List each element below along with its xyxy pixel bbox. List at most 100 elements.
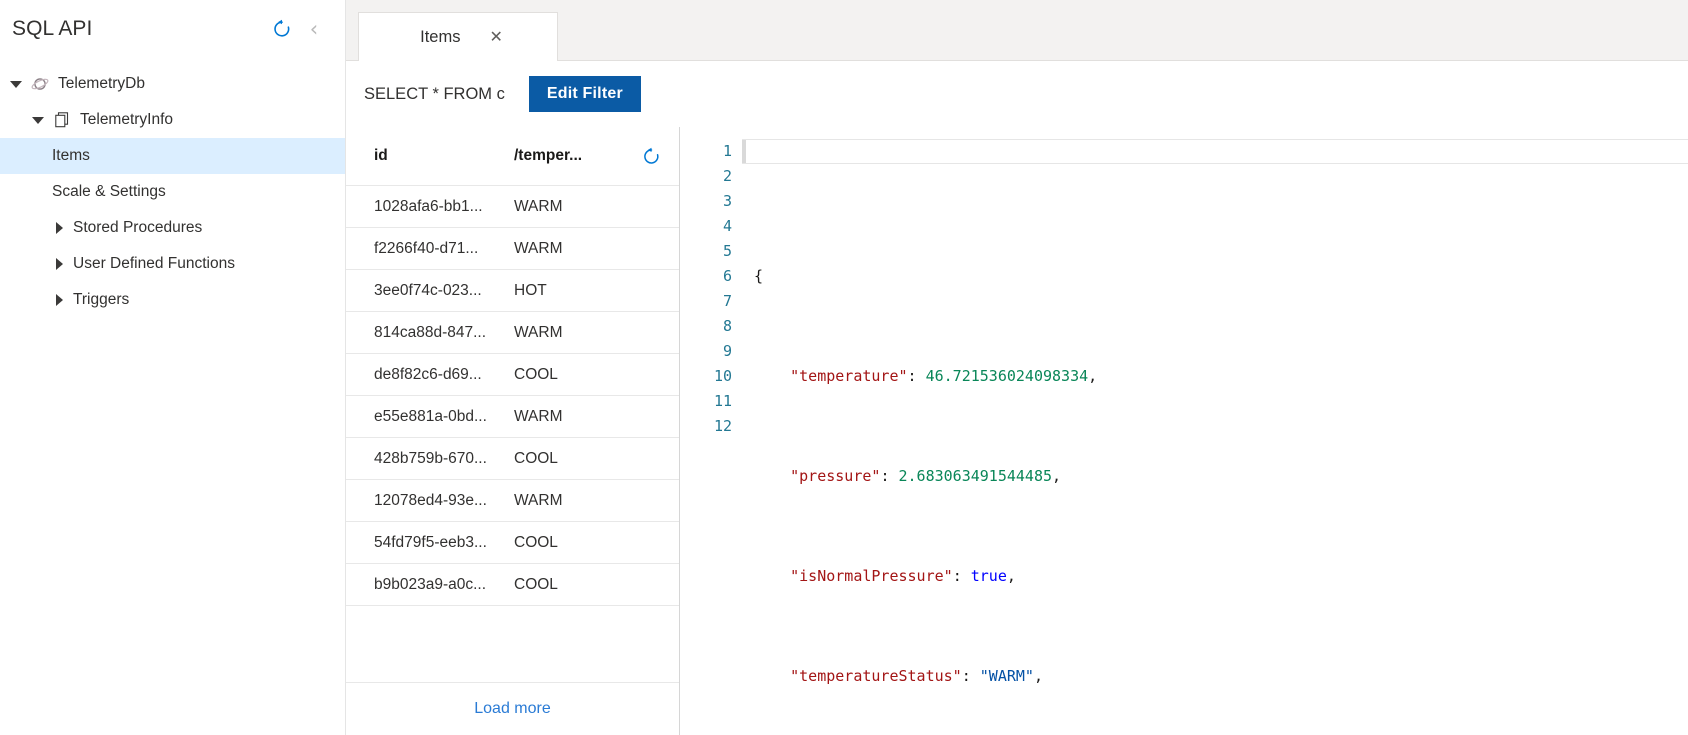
json-key: "pressure" <box>790 467 881 485</box>
line-number: 5 <box>722 242 732 260</box>
cell-partition-key: COOL <box>514 533 558 551</box>
edit-filter-button[interactable]: Edit Filter <box>528 76 641 112</box>
sidebar-item-triggers[interactable]: Triggers <box>0 282 345 318</box>
load-more-bar: Load more <box>346 682 679 735</box>
line-number: 8 <box>722 317 732 335</box>
cell-partition-key: WARM <box>514 491 563 509</box>
tree-item-label: Stored Procedures <box>73 219 203 236</box>
table-row[interactable]: de8f82c6-d69... COOL <box>346 353 679 395</box>
tree-item-container[interactable]: TelemetryInfo <box>0 102 345 138</box>
cell-id: 12078ed4-93e... <box>374 491 487 509</box>
colon: : <box>961 667 971 685</box>
chevron-left-icon: ‹ <box>309 16 319 41</box>
chevron-right-icon[interactable] <box>52 220 68 236</box>
close-icon[interactable]: ✕ <box>489 27 503 46</box>
sidebar-item-items[interactable]: Items <box>0 138 345 174</box>
table-row[interactable]: 3ee0f74c-023... HOT <box>346 269 679 311</box>
fold-marker <box>742 139 746 164</box>
table-row[interactable]: 428b759b-670... COOL <box>346 437 679 479</box>
cell-id: 54fd79f5-eeb3... <box>374 533 487 551</box>
table-row[interactable]: e55e881a-0bd... WARM <box>346 395 679 437</box>
tab-items[interactable]: Items ✕ <box>358 12 558 61</box>
items-grid: id /temper... 1028afa6-bb1... WARM <box>346 127 680 735</box>
comma: , <box>1088 367 1098 385</box>
line-number: 9 <box>722 342 732 360</box>
container-icon <box>51 109 73 131</box>
table-row[interactable]: 54fd79f5-eeb3... COOL <box>346 521 679 563</box>
sidebar: SQL API ‹ TelemetryDb <box>0 0 346 735</box>
json-boolean: true <box>970 567 1007 585</box>
chevron-down-icon[interactable] <box>30 112 46 128</box>
code-line-3: "pressure": 2.683063491544485, <box>754 464 1688 489</box>
tree-item-database[interactable]: TelemetryDb <box>0 66 345 102</box>
json-editor[interactable]: 1 2 3 4 5 6 7 8 9 10 11 12 <box>680 127 1688 735</box>
line-number: 4 <box>722 217 732 235</box>
chevron-right-icon[interactable] <box>52 256 68 272</box>
table-row[interactable]: 814ca88d-847... WARM <box>346 311 679 353</box>
cell-partition-key: COOL <box>514 575 558 593</box>
cell-id: de8f82c6-d69... <box>374 365 482 383</box>
cell-id: 3ee0f74c-023... <box>374 281 482 299</box>
cell-partition-key: WARM <box>514 323 563 341</box>
tree-item-label: Triggers <box>73 291 130 308</box>
json-code[interactable]: { "temperature": 46.721536024098334, "pr… <box>742 127 1688 735</box>
tree-item-label: Items <box>52 147 90 164</box>
content-area: SELECT * FROM c Edit Filter id /temper..… <box>346 61 1688 735</box>
cell-partition-key: WARM <box>514 239 563 257</box>
column-header-partition-key[interactable]: /temper... <box>514 147 583 164</box>
cell-partition-key: COOL <box>514 449 558 467</box>
colon: : <box>907 367 917 385</box>
refresh-icon-glyph <box>643 147 659 164</box>
sidebar-header: SQL API ‹ <box>0 0 345 58</box>
cosmos-db-icon <box>29 73 51 95</box>
code-line-2: "temperature": 46.721536024098334, <box>754 364 1688 389</box>
line-number: 2 <box>722 167 732 185</box>
refresh-icon[interactable] <box>639 144 663 168</box>
comma: , <box>1006 567 1016 585</box>
resource-tree: TelemetryDb TelemetryInfo Items Scale & … <box>0 58 345 318</box>
load-more-button[interactable]: Load more <box>474 700 551 717</box>
tree-item-label: Scale & Settings <box>52 183 166 200</box>
page-title: SQL API <box>12 17 93 40</box>
tab-label: Items <box>420 27 461 46</box>
json-key: "temperatureStatus" <box>790 667 962 685</box>
line-number: 7 <box>722 292 732 310</box>
table-row[interactable]: 12078ed4-93e... WARM <box>346 479 679 521</box>
tree-item-label: TelemetryDb <box>58 75 145 92</box>
code-line-5: "temperatureStatus": "WARM", <box>754 664 1688 689</box>
tree-item-label: User Defined Functions <box>73 255 235 272</box>
column-header-id[interactable]: id <box>374 147 388 164</box>
line-number: 3 <box>722 192 732 210</box>
active-line-highlight <box>742 139 1688 164</box>
cell-partition-key: WARM <box>514 197 563 215</box>
line-number-gutter: 1 2 3 4 5 6 7 8 9 10 11 12 <box>680 127 742 735</box>
line-number: 11 <box>713 392 732 410</box>
sidebar-item-scale-and-settings[interactable]: Scale & Settings <box>0 174 345 210</box>
sidebar-item-user-defined-functions[interactable]: User Defined Functions <box>0 246 345 282</box>
cell-partition-key: COOL <box>514 365 558 383</box>
table-row[interactable]: b9b023a9-a0c... COOL <box>346 563 679 605</box>
colon: : <box>952 567 962 585</box>
cell-id: 814ca88d-847... <box>374 323 487 341</box>
sidebar-item-stored-procedures[interactable]: Stored Procedures <box>0 210 345 246</box>
line-number: 1 <box>722 142 732 160</box>
json-string: "WARM" <box>979 667 1034 685</box>
cell-partition-key: WARM <box>514 407 563 425</box>
panes: id /temper... 1028afa6-bb1... WARM <box>346 127 1688 735</box>
cell-id: 1028afa6-bb1... <box>374 197 483 215</box>
code-line-1: { <box>754 264 1688 289</box>
json-number: 46.721536024098334 <box>925 367 1089 385</box>
chevron-right-icon[interactable] <box>52 292 68 308</box>
brace-open: { <box>754 267 764 285</box>
json-key: "temperature" <box>790 367 908 385</box>
refresh-icon[interactable] <box>269 16 295 42</box>
table-row[interactable]: 1028afa6-bb1... WARM <box>346 185 679 227</box>
tab-strip: Items ✕ <box>346 0 1688 61</box>
line-number: 10 <box>713 367 732 385</box>
query-text: SELECT * FROM c <box>364 84 505 103</box>
cell-partition-key: HOT <box>514 281 547 299</box>
collapse-panel-icon[interactable]: ‹ <box>301 16 327 42</box>
table-row[interactable]: f2266f40-d71... WARM <box>346 227 679 269</box>
chevron-down-icon[interactable] <box>8 76 24 92</box>
